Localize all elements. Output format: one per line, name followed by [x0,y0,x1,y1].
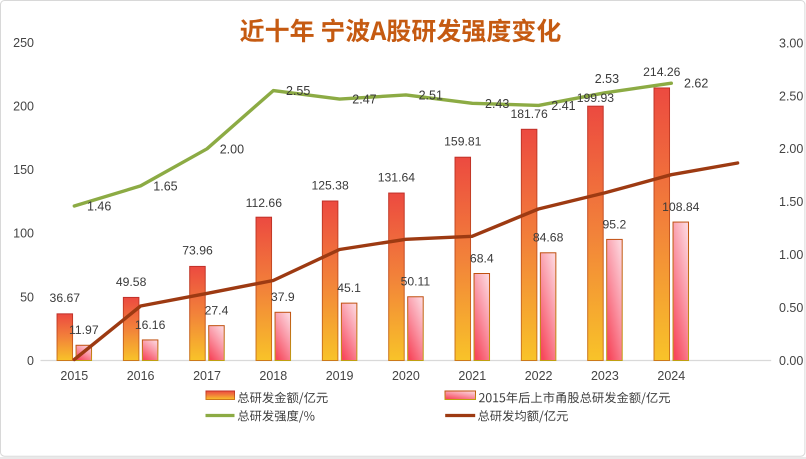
svg-text:2.51: 2.51 [419,88,443,102]
svg-text:50: 50 [20,290,34,304]
svg-text:200: 200 [13,100,34,114]
svg-text:16.16: 16.16 [135,318,166,332]
svg-text:95.2: 95.2 [603,217,627,231]
svg-text:0.00: 0.00 [779,354,803,368]
svg-text:0.50: 0.50 [779,301,803,315]
svg-text:199.93: 199.93 [577,91,614,105]
svg-text:150: 150 [13,163,34,177]
svg-text:2.55: 2.55 [286,84,310,98]
svg-text:1.65: 1.65 [153,179,177,193]
svg-text:250: 250 [13,36,34,50]
svg-text:73.96: 73.96 [182,244,213,258]
svg-text:0: 0 [27,354,34,368]
svg-text:2.62: 2.62 [684,77,708,91]
svg-text:2023: 2023 [591,369,619,383]
svg-text:2022: 2022 [525,369,553,383]
svg-text:2017: 2017 [193,369,221,383]
svg-text:2024: 2024 [657,369,685,383]
svg-text:37.9: 37.9 [271,290,295,304]
svg-text:108.84: 108.84 [662,200,699,214]
svg-text:214.26: 214.26 [643,65,680,79]
svg-text:1.46: 1.46 [87,200,111,214]
svg-text:2020: 2020 [392,369,420,383]
svg-text:45.1: 45.1 [337,281,361,295]
svg-text:2019: 2019 [326,369,354,383]
svg-text:2.43: 2.43 [485,97,509,111]
svg-text:50.11: 50.11 [401,275,431,289]
svg-text:125.38: 125.38 [311,178,348,192]
svg-text:112.66: 112.66 [246,196,283,210]
svg-text:3.00: 3.00 [779,36,803,50]
svg-text:2.00: 2.00 [779,142,803,156]
svg-text:100: 100 [13,227,34,241]
svg-text:1.50: 1.50 [779,195,803,209]
svg-text:2.47: 2.47 [352,93,376,107]
svg-text:2.00: 2.00 [220,142,244,156]
svg-text:2015: 2015 [60,369,88,383]
svg-text:2021: 2021 [458,369,486,383]
svg-text:49.58: 49.58 [116,275,147,289]
svg-text:1.00: 1.00 [779,248,803,262]
svg-text:159.81: 159.81 [444,135,481,149]
svg-text:2.53: 2.53 [595,72,619,86]
svg-text:84.68: 84.68 [533,231,564,245]
svg-text:2.41: 2.41 [551,99,575,113]
svg-text:68.4: 68.4 [470,251,494,265]
svg-text:11.97: 11.97 [69,323,99,337]
svg-text:2.50: 2.50 [779,89,803,103]
svg-text:36.67: 36.67 [50,291,81,305]
svg-text:27.4: 27.4 [205,304,229,318]
svg-text:131.64: 131.64 [378,171,415,185]
svg-text:181.76: 181.76 [510,107,547,121]
svg-text:2018: 2018 [259,369,287,383]
svg-text:2016: 2016 [127,369,155,383]
